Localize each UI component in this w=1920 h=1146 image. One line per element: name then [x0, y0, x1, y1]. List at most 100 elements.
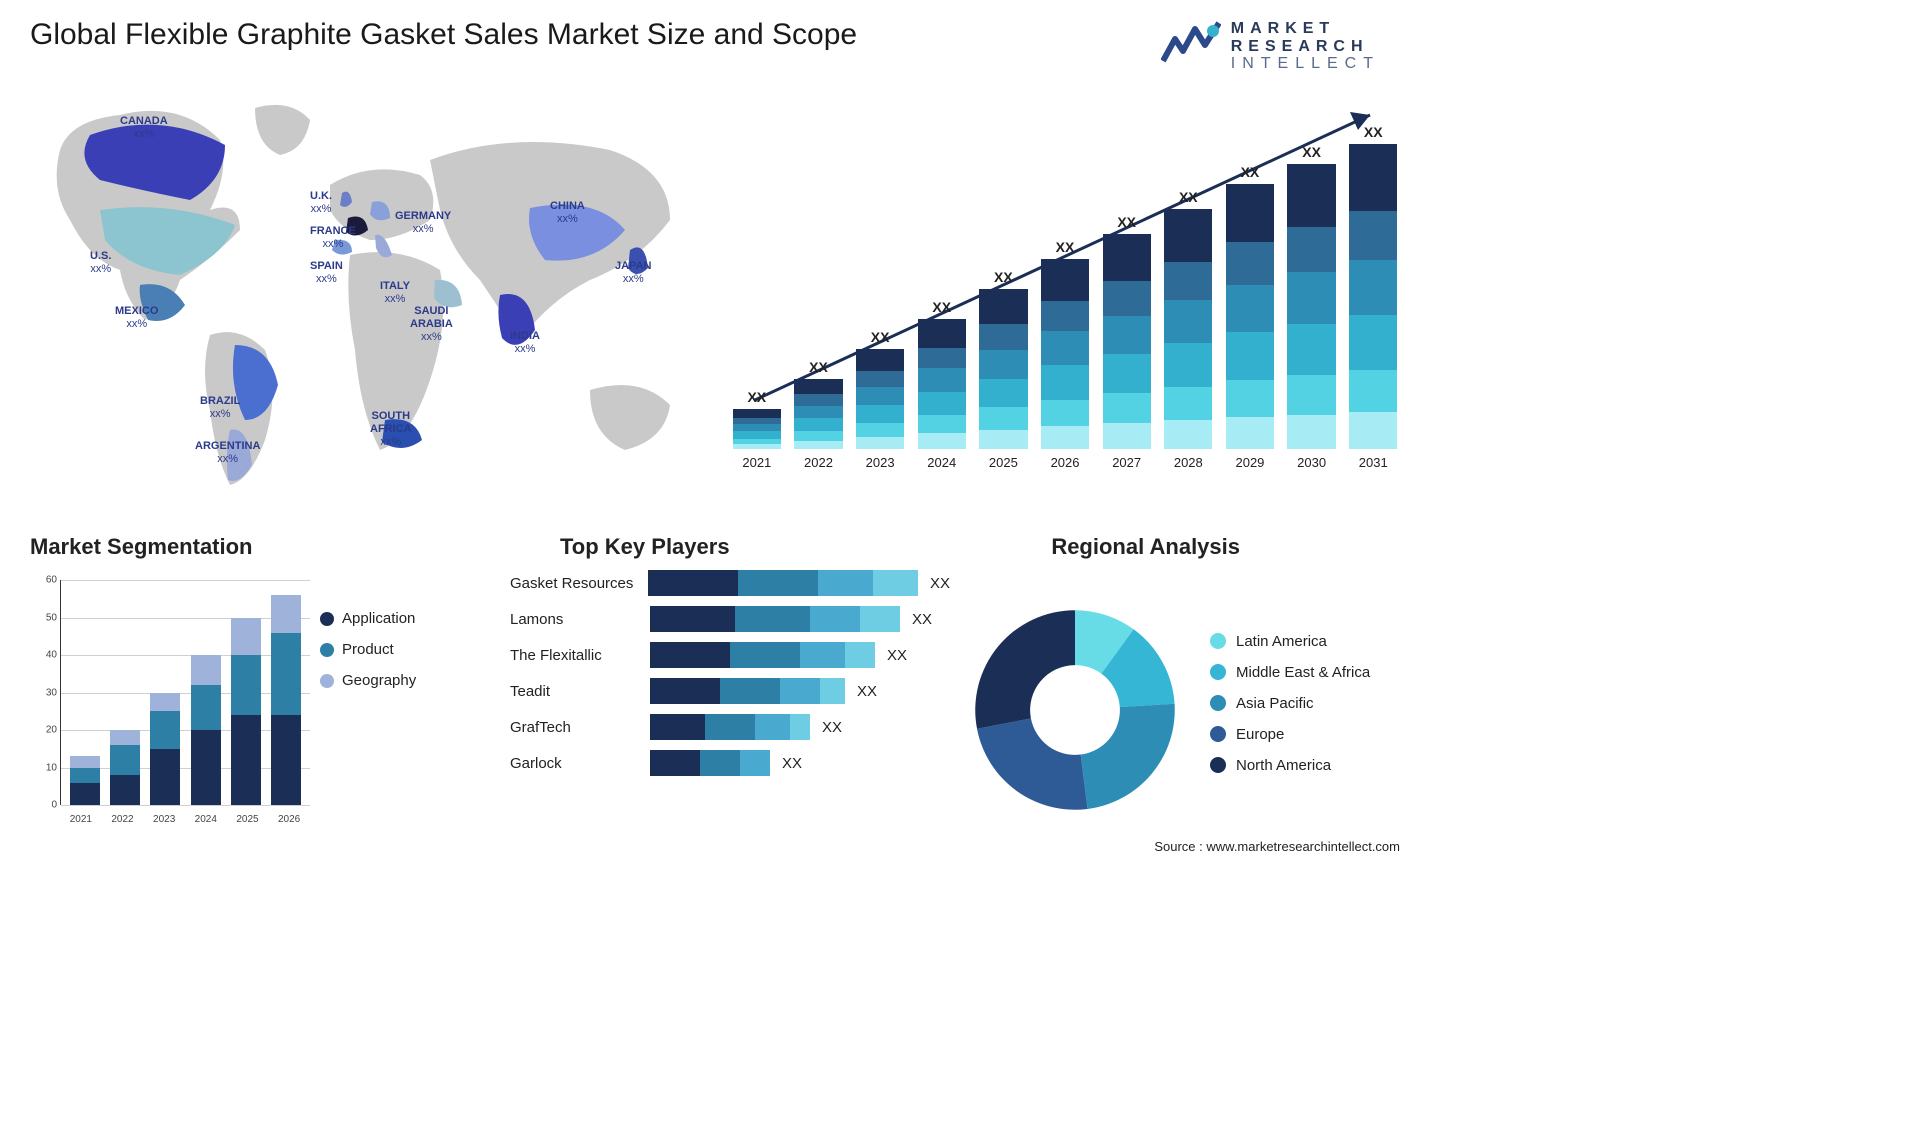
kp-label: Gasket Resources: [510, 575, 648, 592]
growth-bar-year: 2023: [866, 455, 895, 470]
donut-seg-north-america: [975, 610, 1075, 728]
growth-bar-year: 2022: [804, 455, 833, 470]
growth-bar-year: 2031: [1359, 455, 1388, 470]
ra-legend-item: Asia Pacific: [1210, 695, 1370, 712]
regional-legend: Latin America Middle East & Africa Asia Pa…: [1210, 633, 1370, 788]
growth-bar-year: 2021: [742, 455, 771, 470]
growth-bar-value: XX: [809, 359, 828, 375]
growth-bar-2021: XX 2021: [730, 389, 784, 470]
brand-line2: RESEARCH: [1231, 38, 1380, 56]
seg-xtick: 2022: [111, 814, 133, 825]
growth-bar-year: 2024: [927, 455, 956, 470]
seg-xtick: 2025: [236, 814, 258, 825]
growth-bar-year: 2028: [1174, 455, 1203, 470]
growth-bar-value: XX: [1302, 144, 1321, 160]
key-players-chart: Gasket ResourcesXXLamonsXXThe Flexitalli…: [510, 570, 950, 830]
seg-bar-2026: [271, 595, 301, 805]
growth-bar-2023: XX2023: [853, 329, 907, 470]
regional-chart: Latin America Middle East & Africa Asia Pa…: [970, 580, 1400, 840]
growth-bar-chart: XX2021XX2022XX2023XX2024XX2025XX2026XX20…: [730, 100, 1400, 490]
growth-bar-2024: XX 2024: [915, 299, 969, 470]
growth-bar-year: 2027: [1112, 455, 1141, 470]
seg-ytick: 50: [46, 612, 57, 623]
map-label-japan: JAPANxx%: [615, 260, 651, 286]
kp-row-lamons: Lamons XX: [510, 606, 950, 632]
growth-bar-2027: XX2027: [1100, 214, 1154, 470]
map-label-u-s-: U.S.xx%: [90, 250, 111, 276]
kp-label: GrafTech: [510, 719, 650, 736]
growth-bar-value: XX: [932, 299, 951, 315]
growth-bar-value: XX: [1179, 189, 1198, 205]
seg-xtick: 2021: [70, 814, 92, 825]
ra-legend-item: North America: [1210, 757, 1370, 774]
seg-ytick: 10: [46, 762, 57, 773]
growth-bar-value: XX: [1364, 124, 1383, 140]
brand-line3: INTELLECT: [1231, 55, 1380, 73]
segmentation-chart: 0102030405060 202120222023202420252026 A…: [30, 570, 470, 830]
map-label-spain: SPAINxx%: [310, 260, 343, 286]
brand-mark-icon: [1161, 21, 1221, 71]
map-label-u-k-: U.K.xx%: [310, 190, 332, 216]
kp-value: XX: [930, 575, 950, 592]
growth-bar-value: XX: [994, 269, 1013, 285]
growth-bar-year: 2025: [989, 455, 1018, 470]
kp-row-graftech: GrafTech XX: [510, 714, 950, 740]
legend-swatch-icon: [1210, 695, 1226, 711]
map-label-india: INDIAxx%: [510, 330, 540, 356]
regional-donut: [970, 605, 1180, 815]
ra-legend-item: Latin America: [1210, 633, 1370, 650]
brand-line1: MARKET: [1231, 20, 1380, 38]
kp-label: Teadit: [510, 683, 650, 700]
kp-row-garlock: Garlock XX: [510, 750, 950, 776]
brand-logo: MARKET RESEARCH INTELLECT: [1161, 20, 1380, 73]
growth-bar-2028: XX 2028: [1161, 189, 1215, 470]
map-label-argentina: ARGENTINAxx%: [195, 440, 260, 466]
kp-label: Garlock: [510, 755, 650, 772]
ra-legend-item: Europe: [1210, 726, 1370, 743]
ra-legend-item: Middle East & Africa: [1210, 664, 1370, 681]
source-attribution: Source : www.marketresearchintellect.com: [1154, 839, 1400, 854]
world-map: CANADAxx%U.S.xx%MEXICOxx%BRAZILxx%ARGENT…: [30, 90, 690, 490]
kp-value: XX: [782, 755, 802, 772]
map-label-south-africa: SOUTHAFRICAxx%: [370, 410, 412, 450]
legend-swatch-icon: [1210, 664, 1226, 680]
seg-ytick: 0: [51, 800, 57, 811]
donut-seg-asia-pacific: [1081, 704, 1175, 809]
growth-bar-year: 2029: [1235, 455, 1264, 470]
growth-bar-value: XX: [747, 389, 766, 405]
segmentation-legend: ApplicationProductGeography: [320, 610, 470, 703]
donut-seg-europe: [977, 718, 1087, 809]
seg-legend-item: Application: [320, 610, 470, 627]
map-label-germany: GERMANYxx%: [395, 210, 451, 236]
seg-xtick: 2023: [153, 814, 175, 825]
growth-bar-2031: XX 2031: [1346, 124, 1400, 470]
kp-value: XX: [912, 611, 932, 628]
seg-bar-2025: [231, 618, 261, 806]
map-label-mexico: MEXICOxx%: [115, 305, 158, 331]
legend-swatch-icon: [320, 612, 334, 626]
growth-bar-2025: XX 2025: [977, 269, 1031, 470]
map-label-china: CHINAxx%: [550, 200, 585, 226]
growth-bar-2022: XX 2022: [792, 359, 846, 470]
seg-xtick: 2026: [278, 814, 300, 825]
kp-value: XX: [822, 719, 842, 736]
seg-bar-2022: [110, 730, 140, 805]
page-title: Global Flexible Graphite Gasket Sales Ma…: [30, 18, 857, 52]
kp-row-gasket-resources: Gasket Resources XX: [510, 570, 950, 596]
seg-ytick: 20: [46, 725, 57, 736]
legend-swatch-icon: [1210, 757, 1226, 773]
kp-value: XX: [887, 647, 907, 664]
segmentation-title: Market Segmentation: [30, 534, 253, 560]
kp-label: Lamons: [510, 611, 650, 628]
map-label-italy: ITALYxx%: [380, 280, 410, 306]
legend-swatch-icon: [1210, 633, 1226, 649]
map-label-brazil: BRAZILxx%: [200, 395, 240, 421]
map-label-saudi-arabia: SAUDIARABIAxx%: [410, 305, 453, 345]
seg-legend-item: Product: [320, 641, 470, 658]
seg-ytick: 30: [46, 687, 57, 698]
growth-bar-year: 2030: [1297, 455, 1326, 470]
growth-bar-2029: XX2029: [1223, 164, 1277, 470]
key-players-title: Top Key Players: [560, 534, 730, 560]
growth-bar-2030: XX 2030: [1285, 144, 1339, 470]
growth-bar-2026: XX2026: [1038, 239, 1092, 470]
